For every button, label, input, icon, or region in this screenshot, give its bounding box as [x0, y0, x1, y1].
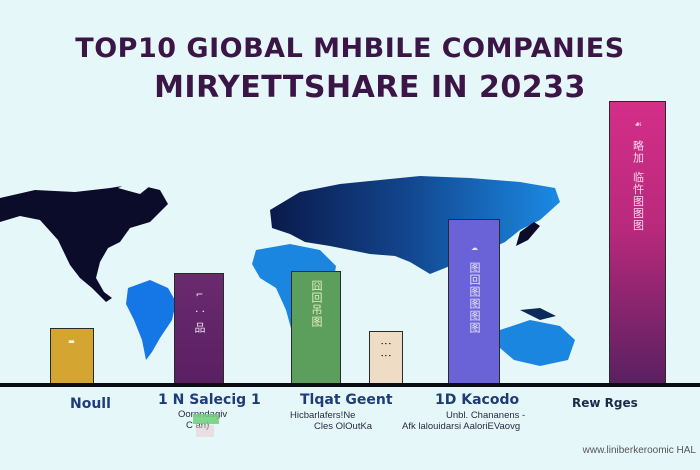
bar-4-logo-icon: ⋮⋮: [379, 338, 393, 362]
bar-4: ⋮⋮: [369, 331, 403, 385]
australia-shape: [500, 320, 575, 366]
bar-6-logo-icon: ☙ 略加 临忤图图图: [631, 118, 645, 232]
bar-1-logo-icon: ▬: [68, 337, 76, 347]
category-label-4: 1D Kacodo: [435, 392, 520, 408]
green-stamp-icon: [193, 414, 219, 424]
category-label-2: 1 N Salecig 1: [158, 392, 261, 408]
bar-5: ☁ 图回图图图图: [448, 219, 500, 385]
category-sublabel-3b: Cles OlOutKa: [314, 421, 373, 432]
watermark-url: www.liniberkeroomic HAL: [582, 445, 696, 456]
category-sublabel-4b: Afk lalouidarsi AaloriEVaovg: [402, 421, 521, 432]
faded-stamp-icon: [196, 425, 214, 437]
north-america-shape: [0, 184, 168, 302]
bar-3: 囧回吊图: [291, 271, 341, 385]
bar-3-logo-icon: 囧回吊图: [310, 280, 323, 328]
bar-5-logo-icon: ☁ 图回图图图图: [468, 240, 481, 334]
south-america-shape: [126, 280, 176, 360]
world-map-backdrop: [0, 176, 575, 366]
bar-2: ⌐ ⁚ 品: [174, 273, 224, 385]
japan-shape: [516, 222, 540, 246]
chart-title-line2: MIRYETTSHARE IN 20233: [154, 70, 586, 105]
category-label-1: Noull: [70, 396, 111, 412]
indonesia-shape: [520, 308, 556, 320]
bar-2-logo-icon: ⌐ ⁚ 品: [193, 288, 206, 334]
category-label-3: Tlqat Geent: [300, 392, 393, 408]
x-axis-line: [0, 383, 700, 387]
chart-title-line1: TOP10 GIOBAL MHBILE COMPANIES: [75, 33, 625, 64]
category-label-5: Rew Rges: [572, 396, 638, 410]
category-sublabel-3a: Hicbarlafers!Ne: [290, 410, 356, 421]
category-sublabel-4a: Unbl. Chananens -: [446, 410, 526, 421]
bar-1: ▬: [50, 328, 94, 385]
bar-6: ☙ 略加 临忤图图图: [609, 101, 666, 385]
